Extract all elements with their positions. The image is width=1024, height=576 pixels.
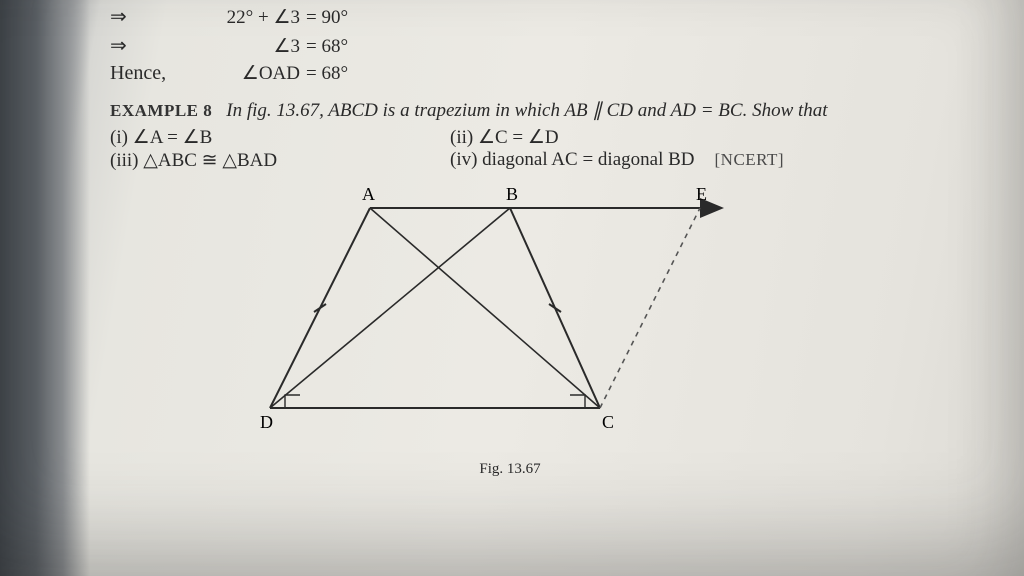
label-c: C xyxy=(602,412,614,432)
equation-line-2: ⇒ ∠3 = 68° xyxy=(110,33,1010,58)
page-content: ⇒ 22° + ∠3 = 90° ⇒ ∠3 = 68° Hence, ∠OAD … xyxy=(110,0,1010,576)
eq1-rhs: = 90° xyxy=(306,7,348,29)
angle-mark-d xyxy=(285,395,300,408)
equation-line-1: ⇒ 22° + ∠3 = 90° xyxy=(110,4,1010,29)
hence-line: Hence, ∠OAD = 68° xyxy=(110,62,1010,85)
diagonal-ac xyxy=(370,208,600,408)
label-b: B xyxy=(506,184,518,204)
item-iv: (iv) diagonal AC = diagonal BD xyxy=(450,149,695,171)
trapezium-svg: A B C D E xyxy=(230,178,790,458)
item-iv-wrap: (iv) diagonal AC = diagonal BD [NCERT] xyxy=(450,149,850,172)
hence-lhs: ∠OAD xyxy=(180,62,306,85)
angle-mark-c xyxy=(570,395,585,408)
item-iii: (iii) △ABC ≅ △BAD xyxy=(110,149,450,172)
segment-ce-dashed xyxy=(600,208,700,408)
tick-ad xyxy=(314,304,326,312)
hence-label: Hence, xyxy=(110,62,180,85)
example-label: EXAMPLE 8 xyxy=(110,101,212,120)
label-d: D xyxy=(260,412,273,432)
implies-arrow-2: ⇒ xyxy=(110,33,170,58)
example-items: (i) ∠A = ∠B (ii) ∠C = ∠D (iii) △ABC ≅ △B… xyxy=(110,126,1010,172)
eq1-lhs: 22° + ∠3 xyxy=(170,6,306,29)
example-text: In fig. 13.67, ABCD is a trapezium in wh… xyxy=(226,100,827,121)
item-ii: (ii) ∠C = ∠D xyxy=(450,126,850,149)
item-i: (i) ∠A = ∠B xyxy=(110,126,450,149)
eq2-lhs: ∠3 xyxy=(170,35,306,58)
label-e: E xyxy=(696,184,707,204)
tick-bc xyxy=(549,304,561,312)
book-spine-shadow xyxy=(0,0,90,576)
example-block: EXAMPLE 8 In fig. 13.67, ABCD is a trape… xyxy=(110,99,1010,122)
diagonal-bd xyxy=(270,208,510,408)
figure-trapezium: A B C D E Fig. 13.67 xyxy=(230,178,790,478)
hence-rhs: = 68° xyxy=(306,63,348,85)
label-a: A xyxy=(362,184,375,204)
figure-caption: Fig. 13.67 xyxy=(479,461,540,478)
ncert-tag: [NCERT] xyxy=(715,150,785,170)
implies-arrow-1: ⇒ xyxy=(110,4,170,29)
eq2-rhs: = 68° xyxy=(306,36,348,58)
